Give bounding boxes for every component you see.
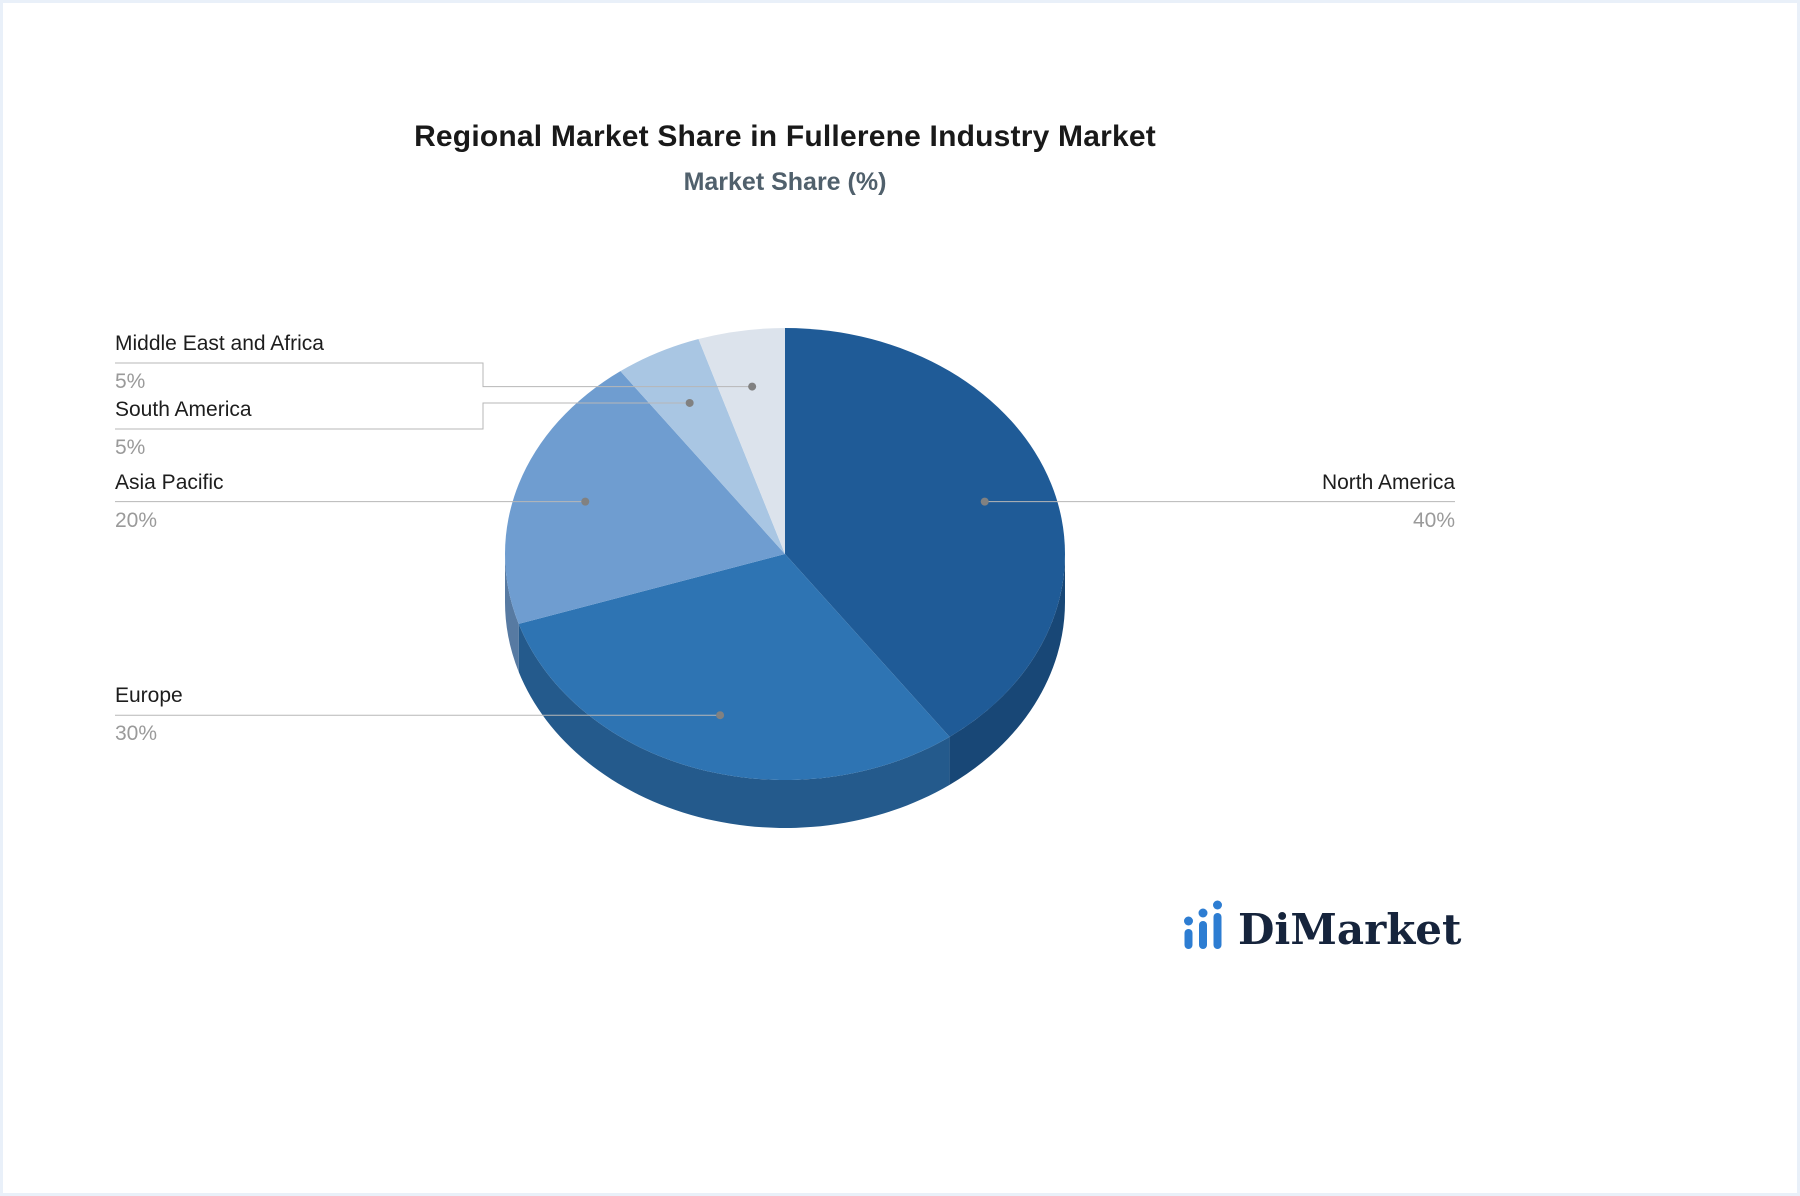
pie-slice-side-north-america (949, 554, 1065, 785)
label-south-america: South America (115, 398, 252, 421)
value-europe: 30% (115, 722, 158, 745)
brand-name: DiMarket (1238, 905, 1462, 954)
value-north-america: 40% (1412, 509, 1455, 532)
label-middle-east-and-africa: Middle East and Africa (115, 332, 324, 355)
connector-south-america (115, 402, 690, 430)
pie-slice-europe[interactable] (518, 554, 950, 780)
pie-slice-south-america[interactable] (620, 339, 785, 554)
connector-middle-east-and-africa (115, 362, 753, 388)
label-europe: Europe (115, 684, 183, 707)
label-north-america: North America (1321, 471, 1455, 494)
connector-dot-south-america (685, 398, 694, 407)
connector-dot-asia-pacific (581, 497, 590, 506)
pie-slice-middle-east-and-africa[interactable] (698, 328, 785, 554)
label-asia-pacific: Asia Pacific (115, 471, 224, 494)
connector-dot-middle-east-and-africa (748, 382, 757, 391)
brand-logo: DiMarket (1183, 899, 1461, 951)
chart-title: Regional Market Share in Fullerene Indus… (414, 120, 1156, 153)
value-middle-east-and-africa: 5% (115, 370, 146, 393)
pie-slice-north-america[interactable] (785, 328, 1065, 737)
connector-dot-europe (716, 711, 725, 720)
value-asia-pacific: 20% (115, 509, 158, 532)
chart-subtitle: Market Share (%) (683, 168, 887, 196)
connector-dot-north-america (980, 497, 989, 506)
pie-slice-side-europe (518, 623, 950, 828)
value-south-america: 5% (115, 436, 146, 459)
brand-bars-icon (1184, 900, 1222, 949)
pie-slice-asia-pacific[interactable] (505, 371, 785, 624)
pie-slice-side-asia-pacific (505, 554, 519, 672)
